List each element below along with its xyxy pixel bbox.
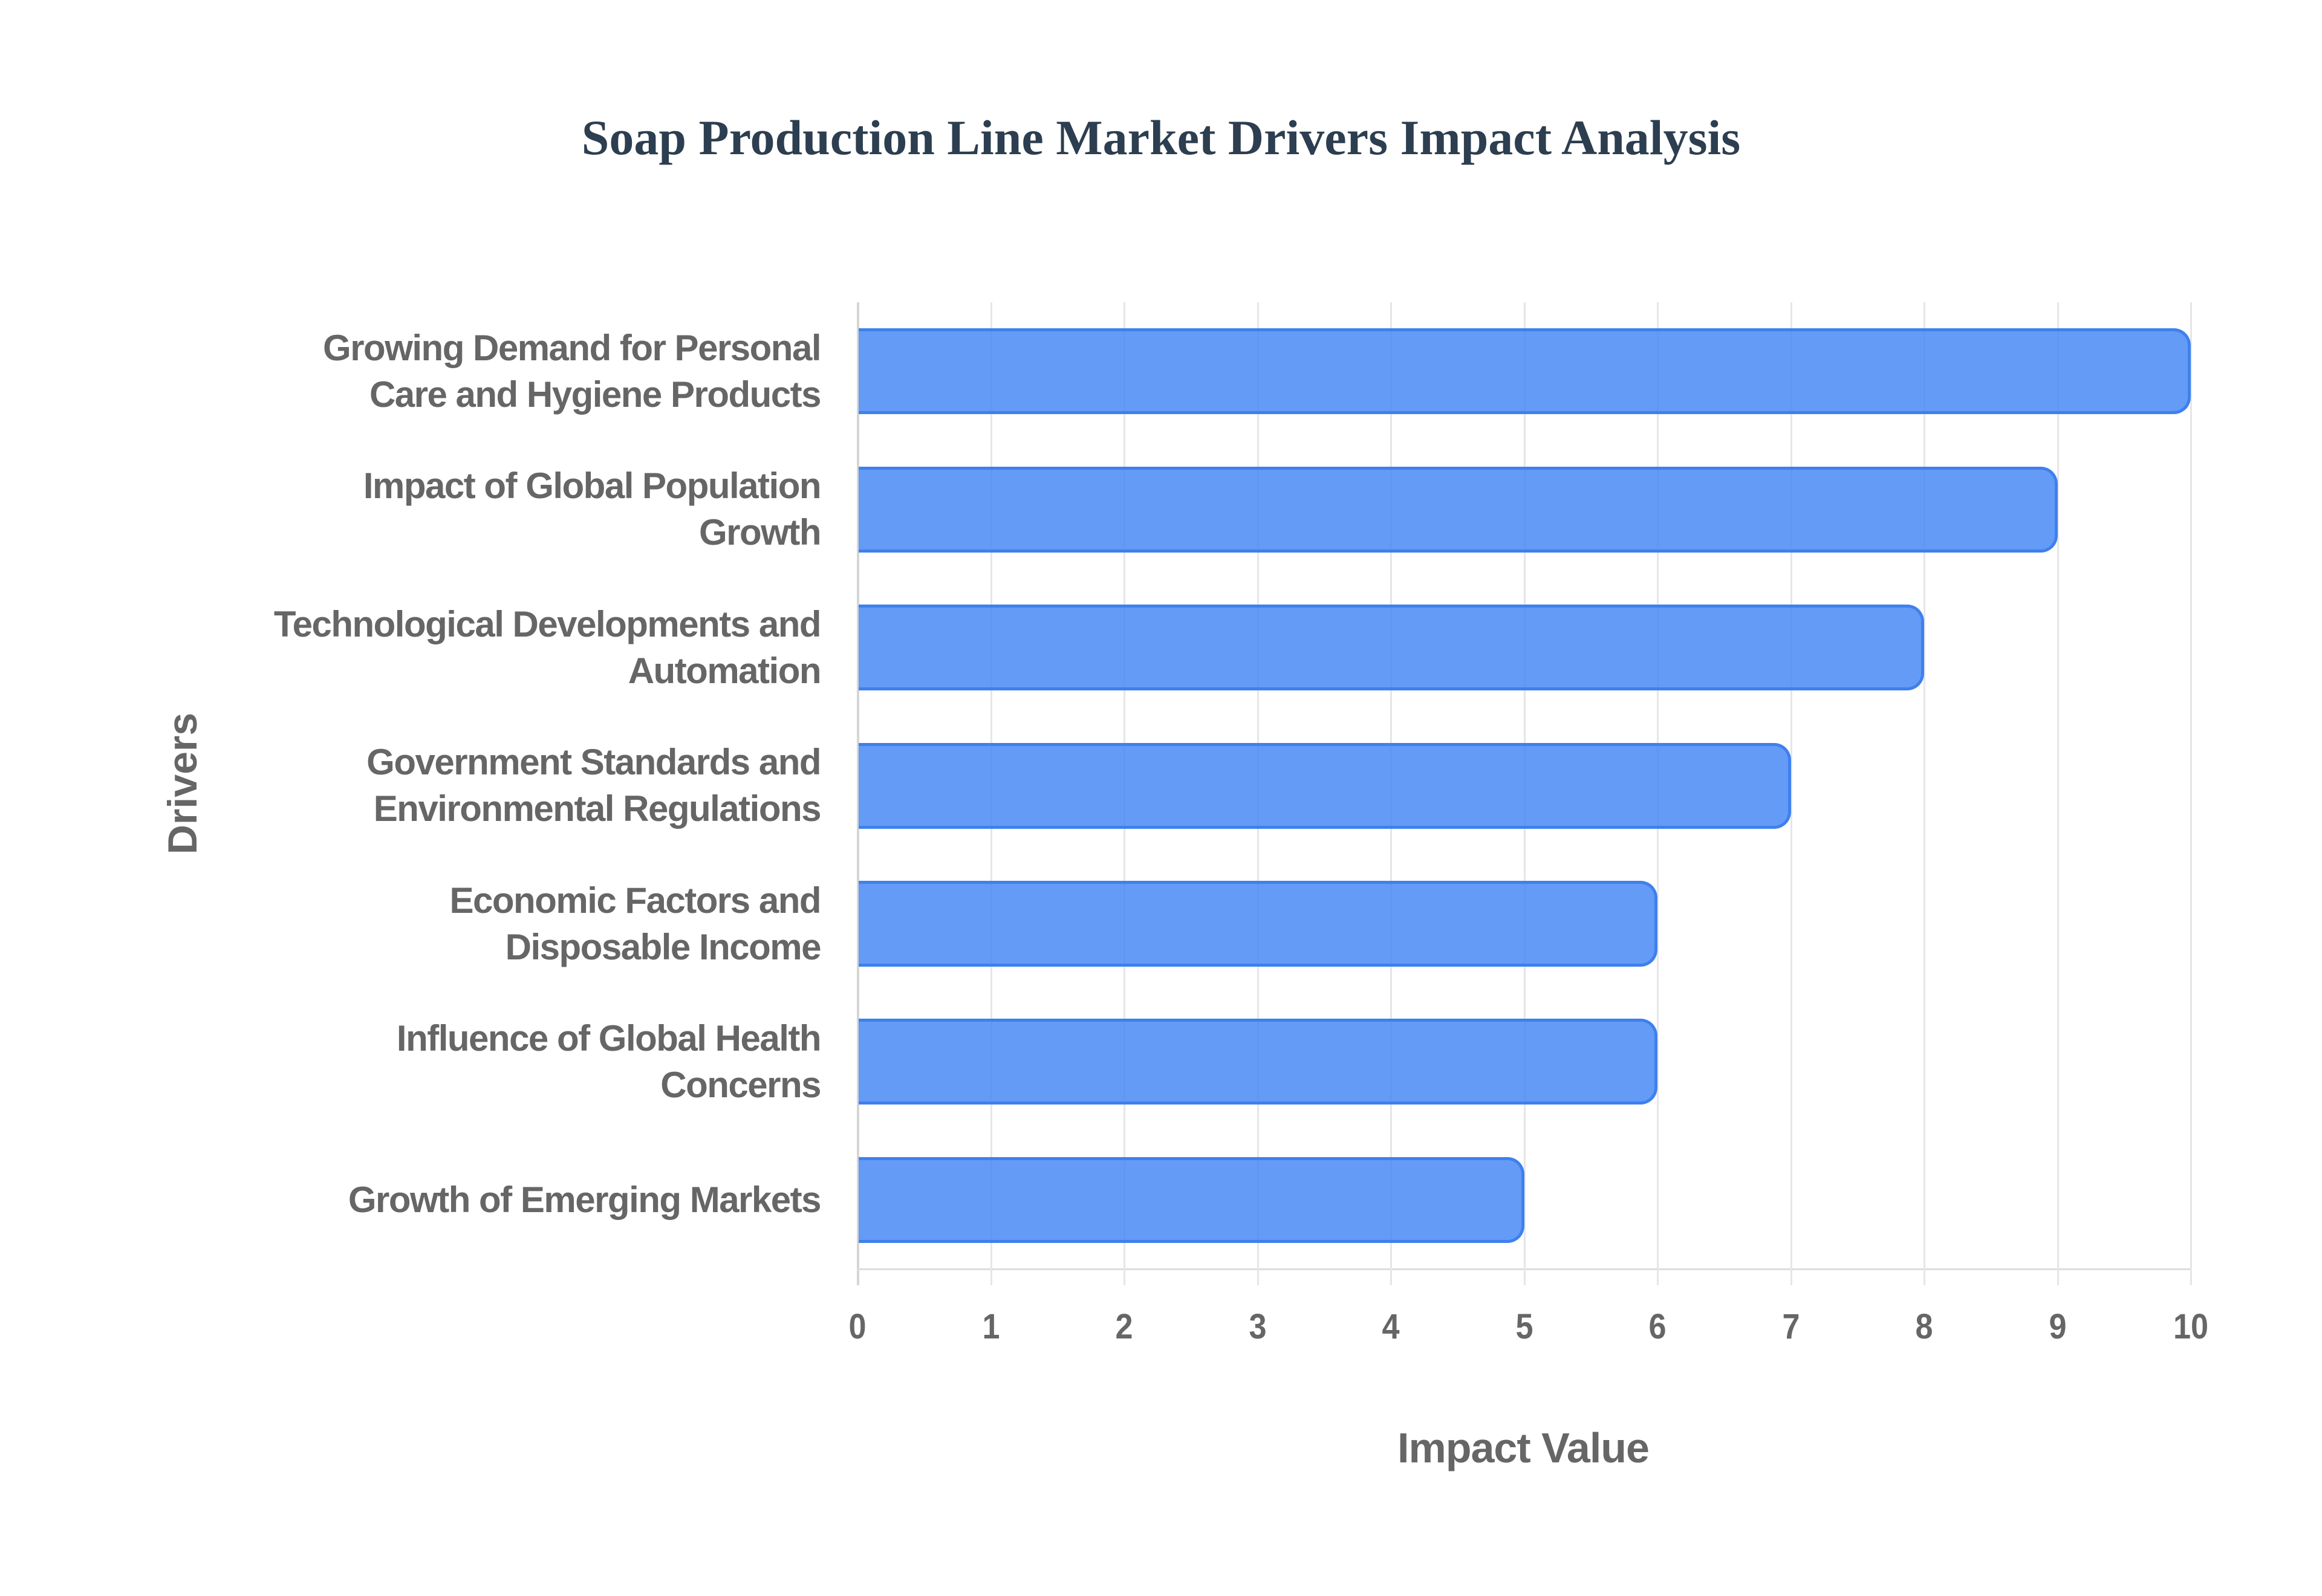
y-tick-label-line: Growth of Emerging Markets xyxy=(348,1179,822,1221)
gridline xyxy=(2190,302,2192,1285)
y-tick-label: Economic Factors and Disposable Income xyxy=(95,855,822,993)
x-tick-label: 9 xyxy=(2048,1307,2067,1346)
bar[interactable] xyxy=(859,1156,1524,1243)
bar[interactable] xyxy=(859,742,1791,829)
gridline xyxy=(1924,302,1925,1285)
y-tick-label-line: Disposable Income xyxy=(505,926,822,967)
y-tick-label-line: Impact of Global Population xyxy=(363,465,822,507)
y-tick-label-line: Care and Hygiene Products xyxy=(369,374,822,415)
y-tick-label-line: Government Standards and xyxy=(366,742,821,783)
x-tick-label: 5 xyxy=(1515,1307,1533,1346)
y-tick-label: Growth of Emerging Markets xyxy=(95,1131,822,1269)
x-axis-title: Impact Value xyxy=(1397,1424,1650,1471)
plot-area: 0 1 2 3 4 5 6 7 8 9 10 xyxy=(848,302,2208,1346)
y-tick-label: Government Standards and Environmental Re… xyxy=(95,716,821,854)
gridline xyxy=(2057,302,2059,1285)
y-tick-label-line: Automation xyxy=(628,650,822,691)
y-tick-label-line: Technological Developments and xyxy=(273,603,822,644)
x-tick-label: 1 xyxy=(981,1307,1000,1346)
y-axis-line xyxy=(857,302,859,1285)
y-tick-label-line: Concerns xyxy=(660,1065,821,1106)
x-tick-label: 2 xyxy=(1115,1307,1133,1346)
bar[interactable] xyxy=(859,605,1924,691)
bar[interactable] xyxy=(859,466,2058,553)
x-tick-label: 6 xyxy=(1648,1307,1667,1346)
y-tick-label-line: Growth xyxy=(699,512,821,553)
y-tick-label: Technological Developments and Automation xyxy=(95,579,822,716)
y-tick-label: Growing Demand for Personal Care and Hygi… xyxy=(95,302,821,440)
y-tick-label-line: Economic Factors and xyxy=(449,880,822,921)
gridline xyxy=(1790,302,1792,1285)
x-tick-label: 10 xyxy=(2173,1307,2209,1346)
x-tick-label: 8 xyxy=(1915,1307,1933,1346)
y-tick-label-line: Growing Demand for Personal xyxy=(323,328,821,368)
y-tick-label: Impact of Global Population Growth xyxy=(95,440,822,578)
y-tick-label-line: Influence of Global Health xyxy=(396,1018,822,1059)
x-tick-label: 0 xyxy=(848,1307,867,1346)
y-tick-label-line: Environmental Regulations xyxy=(373,788,822,829)
bar[interactable] xyxy=(859,880,1657,967)
bar[interactable] xyxy=(859,328,2191,415)
chart-title: Soap Production Line Market Drivers Impa… xyxy=(581,110,1741,165)
y-tick-label: Influence of Global Health Concerns xyxy=(95,993,822,1130)
x-tick-label: 7 xyxy=(1781,1307,1800,1346)
bar[interactable] xyxy=(859,1019,1657,1105)
x-tick-label: 4 xyxy=(1382,1307,1400,1346)
x-tick-label: 3 xyxy=(1248,1307,1267,1346)
